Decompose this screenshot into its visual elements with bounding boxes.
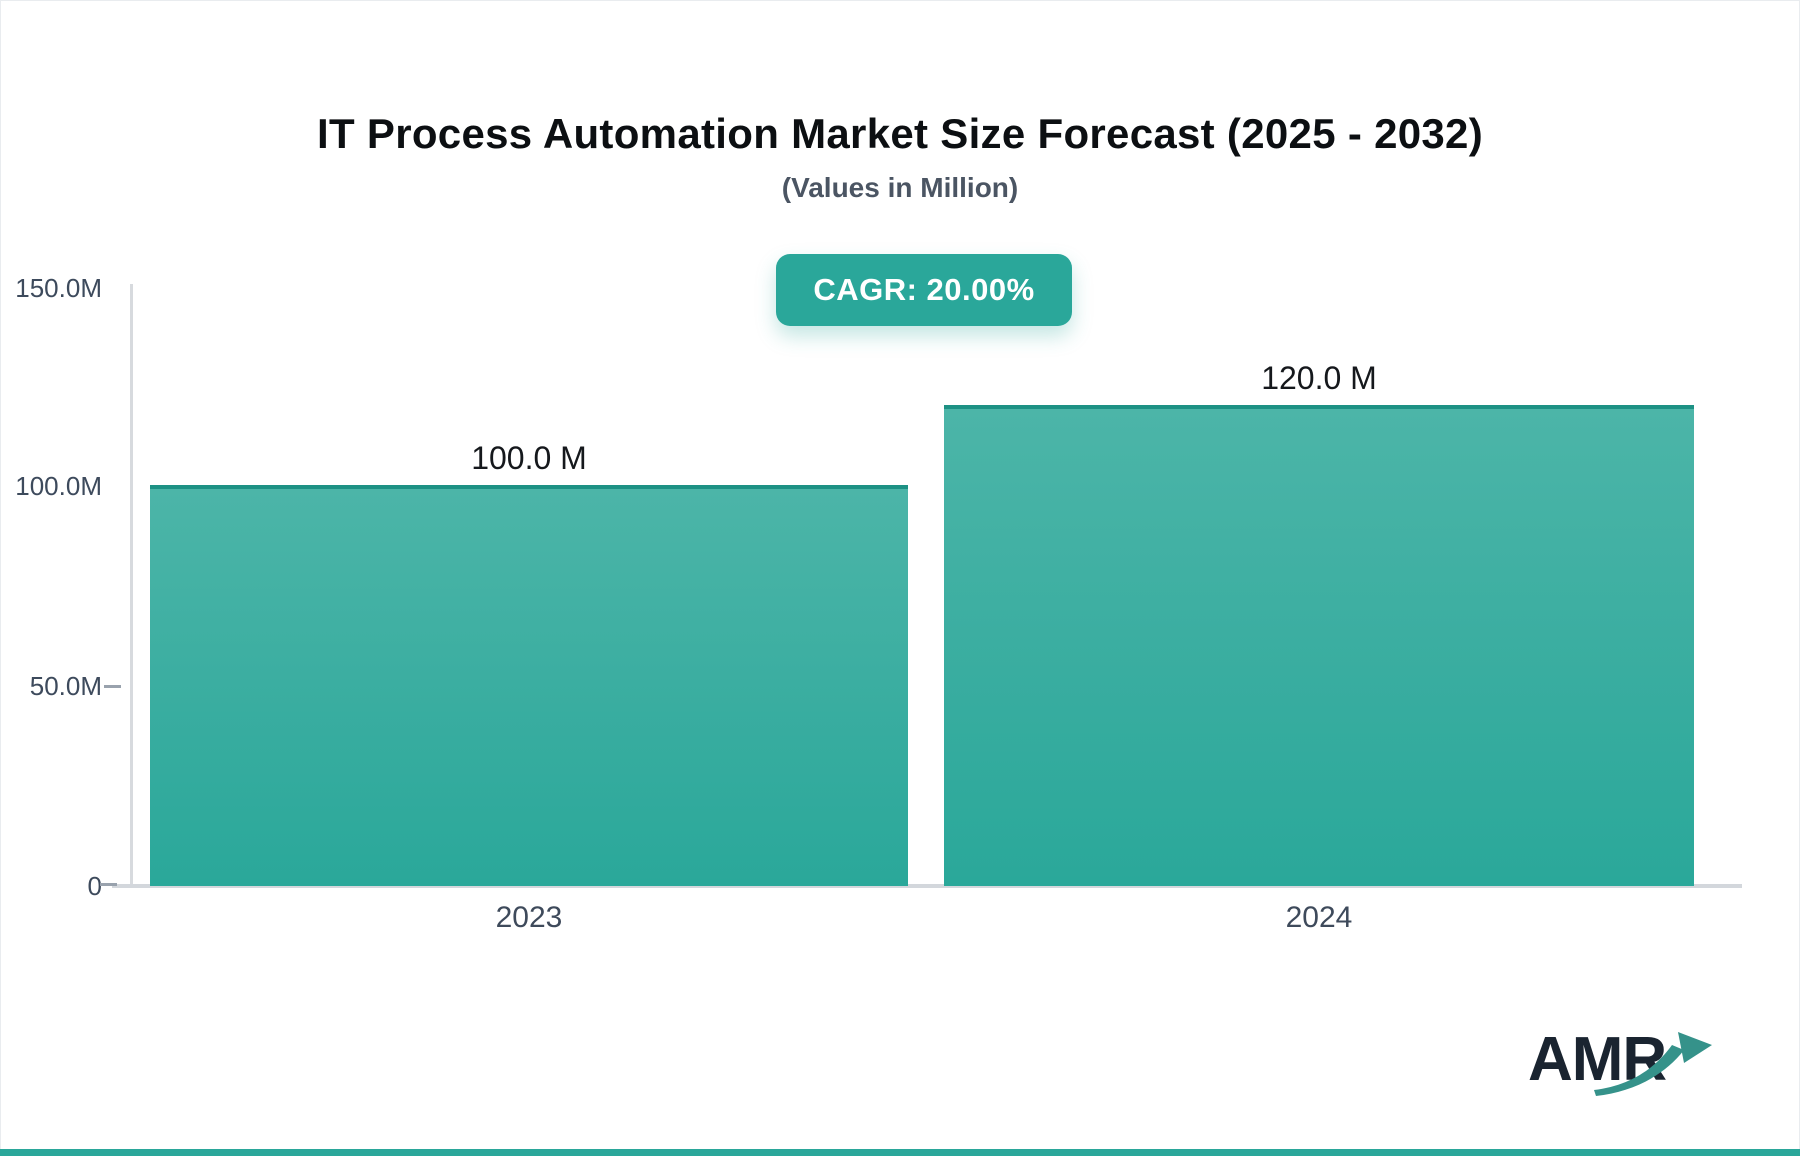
y-tick-mark-0 [100,883,117,886]
y-tick-label-150m: 150.0M [15,273,102,303]
bar-value-label-2023: 100.0 M [471,440,587,476]
bar-2023 [150,485,908,886]
cagr-badge: CAGR: 20.00% [776,254,1072,326]
bar-value-label-2024: 120.0 M [1261,360,1377,396]
cagr-badge-label: CAGR: 20.00% [813,272,1035,307]
growth-arrow-icon [1594,1032,1712,1096]
x-tick-label-2024: 2024 [1285,901,1353,934]
y-tick-label-0: 0 [87,871,102,901]
y-tick-label-100m: 100.0M [15,471,102,501]
x-axis-line [112,884,1742,888]
chart-subtitle: (Values in Million) [781,172,1019,203]
y-tick-label-50m: 50.0M [29,671,102,701]
bar-2024 [944,405,1694,886]
x-tick-label-2023: 2023 [495,901,563,934]
amr-logo: AMR [1528,1028,1728,1108]
chart-title: IT Process Automation Market Size Foreca… [317,110,1483,157]
y-axis-line [130,284,133,887]
y-tick-mark-50m [104,685,121,688]
footer-accent-strip [0,1149,1800,1156]
